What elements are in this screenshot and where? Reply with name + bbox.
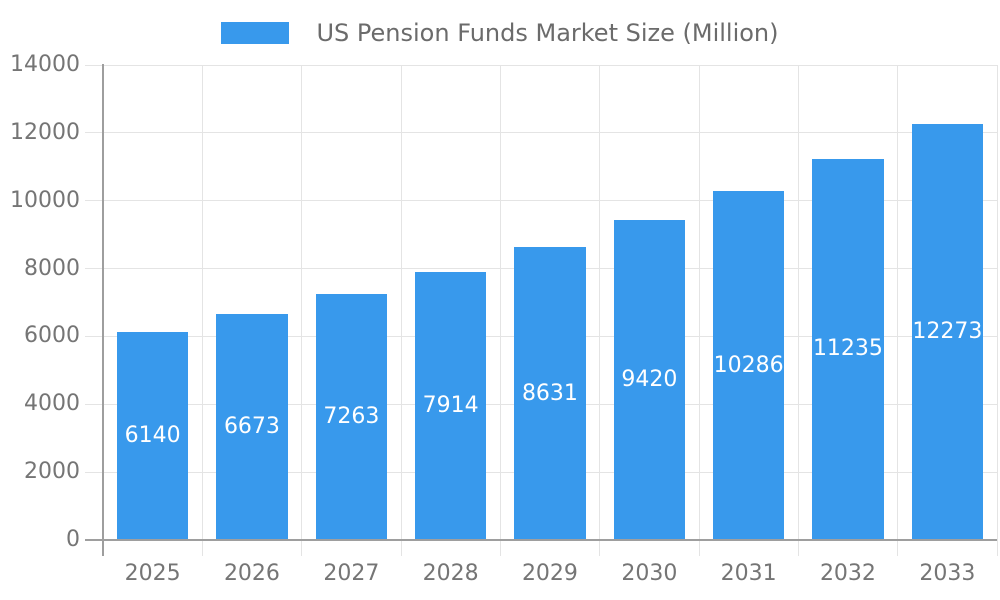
bar-value-label: 11235 <box>812 336 883 362</box>
gridline-vertical <box>499 65 501 556</box>
gridline-horizontal <box>85 64 997 66</box>
x-tick-label: 2029 <box>521 561 578 586</box>
bar-value-label: 9420 <box>621 367 678 393</box>
y-tick-label: 10000 <box>10 187 80 213</box>
legend-swatch-icon <box>221 22 290 44</box>
bar[interactable]: 6140 <box>116 331 189 540</box>
gridline-vertical <box>400 65 402 556</box>
bar[interactable]: 8631 <box>514 247 586 540</box>
bar[interactable]: 6673 <box>216 313 288 540</box>
y-tick-label: 8000 <box>24 255 80 281</box>
y-tick-label: 12000 <box>10 119 80 145</box>
bar[interactable]: 12273 <box>911 123 984 540</box>
x-tick-label: 2026 <box>223 561 280 586</box>
x-tick-label: 2028 <box>422 561 479 586</box>
y-tick-label: 0 <box>66 527 80 552</box>
gridline-vertical <box>599 65 601 556</box>
bar[interactable]: 10286 <box>712 191 785 540</box>
x-tick-label: 2033 <box>919 561 976 586</box>
y-tick-label: 6000 <box>24 323 80 349</box>
y-tick-label: 2000 <box>24 459 80 485</box>
x-tick-label: 2027 <box>323 561 380 586</box>
bar[interactable]: 7914 <box>414 271 487 540</box>
chart-title: US Pension Funds Market Size (Million) <box>316 19 779 47</box>
bar-value-label: 8631 <box>521 380 578 406</box>
bar[interactable]: 9420 <box>613 220 686 540</box>
x-tick-label: 2032 <box>819 561 876 586</box>
bar-value-label: 12273 <box>912 318 983 344</box>
x-tick-label: 2031 <box>720 561 777 586</box>
y-tick-label: 4000 <box>24 391 80 417</box>
x-tick-label: 2030 <box>621 561 678 586</box>
bar-value-label: 6140 <box>124 422 181 448</box>
gridline-vertical <box>996 65 998 556</box>
legend-item[interactable]: US Pension Funds Market Size (Million) <box>0 20 1000 46</box>
gridline-vertical <box>301 65 303 556</box>
gridline-vertical <box>797 65 799 556</box>
bar-value-label: 10286 <box>713 352 784 378</box>
x-tick-label: 2025 <box>124 561 181 586</box>
gridline-vertical <box>698 65 700 556</box>
gridline-horizontal <box>85 200 997 202</box>
x-axis-line <box>85 539 997 541</box>
bar-value-label: 7263 <box>323 403 380 429</box>
gridline-vertical <box>201 65 203 556</box>
gridline-vertical <box>897 65 899 556</box>
gridline-horizontal <box>85 132 997 134</box>
y-axis-line <box>102 64 104 556</box>
bar-value-label: 6673 <box>223 413 280 439</box>
y-tick-label: 14000 <box>10 52 80 77</box>
bar-value-label: 7914 <box>422 392 479 418</box>
bar[interactable]: 7263 <box>315 293 388 540</box>
bar[interactable]: 11235 <box>812 158 884 540</box>
